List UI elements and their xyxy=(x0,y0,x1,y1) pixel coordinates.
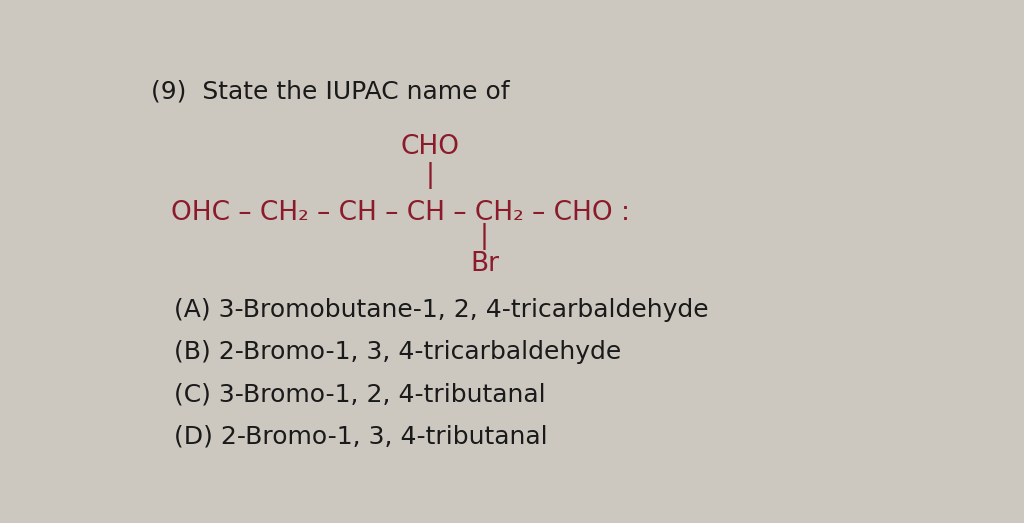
Text: (D) 2-Bromo-1, 3, 4-tributanal: (D) 2-Bromo-1, 3, 4-tributanal xyxy=(174,425,548,449)
Text: OHC – CH₂ – CH – CH – CH₂ – CHO :: OHC – CH₂ – CH – CH – CH₂ – CHO : xyxy=(171,200,630,226)
Text: (B) 2-Bromo-1, 3, 4-tricarbaldehyde: (B) 2-Bromo-1, 3, 4-tricarbaldehyde xyxy=(174,340,622,364)
Text: (A) 3-Bromobutane-1, 2, 4-tricarbaldehyde: (A) 3-Bromobutane-1, 2, 4-tricarbaldehyd… xyxy=(174,298,710,322)
Text: |: | xyxy=(426,163,435,189)
Text: (9)  State the IUPAC name of: (9) State the IUPAC name of xyxy=(152,79,510,104)
Text: (C) 3-Bromo-1, 2, 4-tributanal: (C) 3-Bromo-1, 2, 4-tributanal xyxy=(174,382,546,406)
Text: CHO: CHO xyxy=(400,134,460,161)
Text: |: | xyxy=(480,222,489,249)
Text: Br: Br xyxy=(470,252,499,277)
